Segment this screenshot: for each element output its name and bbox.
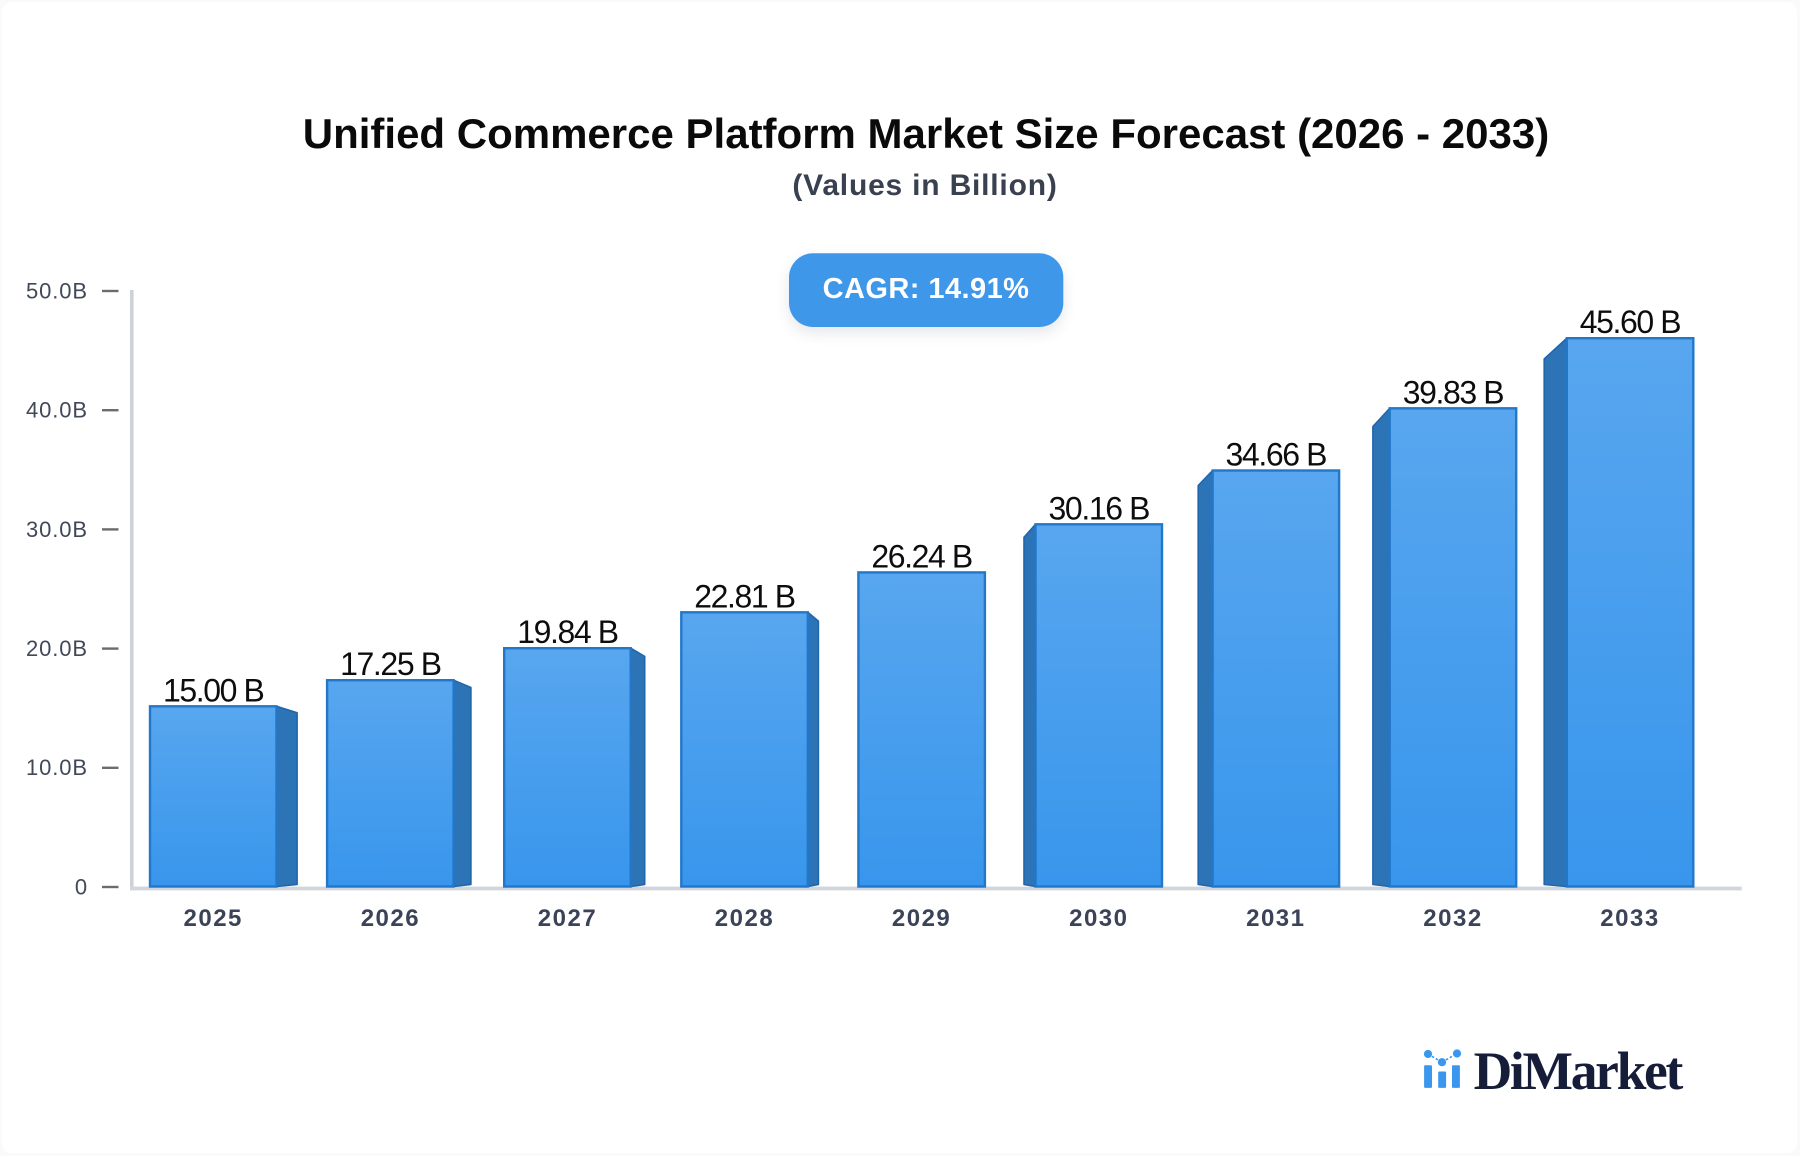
- svg-text:39.83 B: 39.83 B: [1403, 374, 1504, 410]
- svg-text:34.66 B: 34.66 B: [1226, 437, 1327, 473]
- svg-text:2033: 2033: [1600, 905, 1659, 932]
- svg-text:30.16 B: 30.16 B: [1049, 490, 1150, 526]
- svg-text:2025: 2025: [184, 905, 243, 932]
- svg-text:20.0B: 20.0B: [26, 636, 88, 661]
- svg-text:CAGR: 14.91%: CAGR: 14.91%: [823, 273, 1030, 305]
- svg-text:2027: 2027: [538, 905, 597, 932]
- svg-text:2032: 2032: [1423, 905, 1482, 932]
- svg-text:26.24 B: 26.24 B: [871, 538, 972, 574]
- svg-text:2028: 2028: [715, 905, 774, 932]
- svg-text:50.0B: 50.0B: [26, 278, 88, 303]
- svg-text:2030: 2030: [1069, 905, 1128, 932]
- svg-text:40.0B: 40.0B: [26, 398, 88, 423]
- svg-text:19.84 B: 19.84 B: [517, 614, 618, 650]
- svg-text:2026: 2026: [361, 905, 420, 932]
- svg-text:Unified Commerce Platform Mark: Unified Commerce Platform Market Size Fo…: [303, 110, 1549, 157]
- svg-text:45.60 B: 45.60 B: [1580, 304, 1681, 340]
- svg-text:15.00 B: 15.00 B: [163, 672, 264, 708]
- svg-text:17.25 B: 17.25 B: [340, 646, 441, 682]
- svg-text:30.0B: 30.0B: [26, 517, 88, 542]
- svg-text:10.0B: 10.0B: [26, 755, 88, 780]
- svg-text:2029: 2029: [892, 905, 951, 932]
- svg-text:DiMarket: DiMarket: [1474, 1041, 1684, 1101]
- svg-text:22.81 B: 22.81 B: [694, 578, 795, 614]
- svg-text:(Values in Billion): (Values in Billion): [792, 169, 1057, 202]
- svg-text:0: 0: [75, 874, 88, 899]
- svg-text:2031: 2031: [1246, 905, 1305, 932]
